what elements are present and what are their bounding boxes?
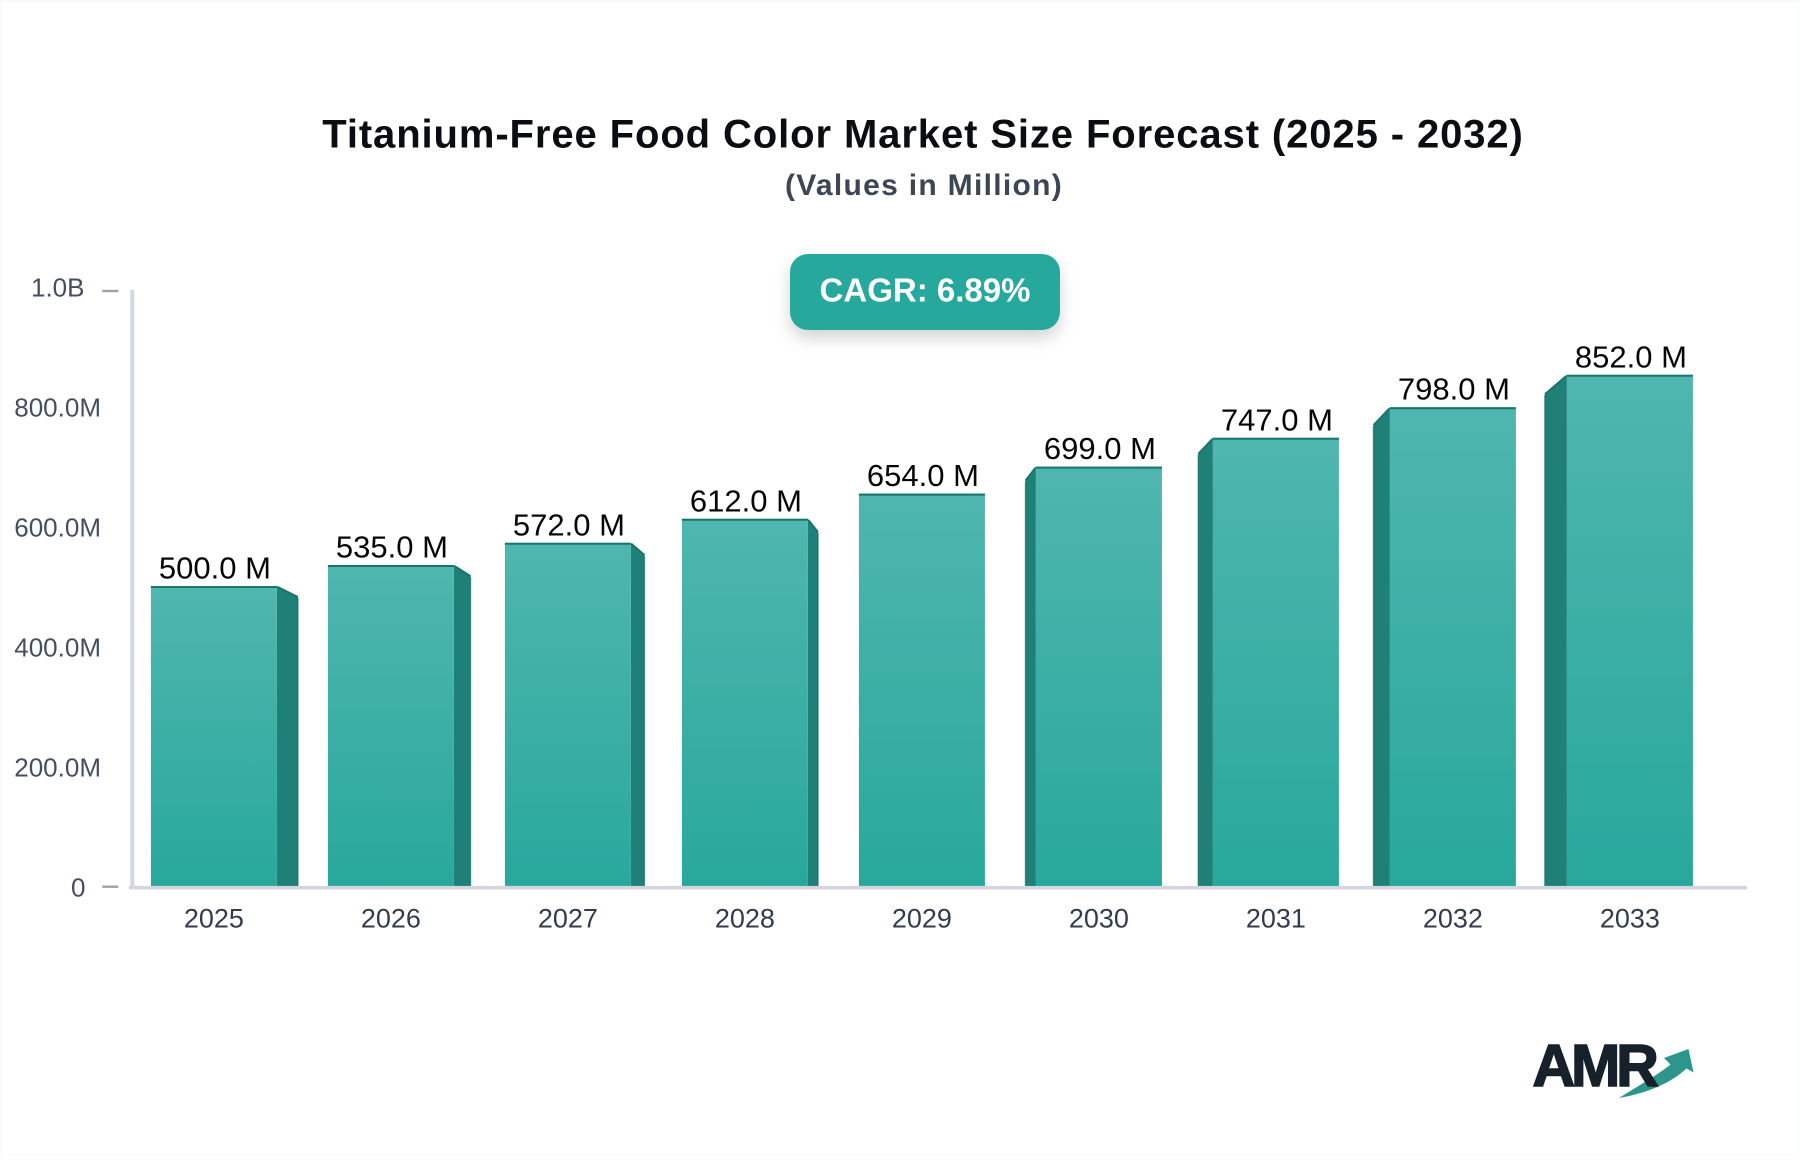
svg-text:2026: 2026	[361, 904, 421, 934]
svg-text:0: 0	[71, 873, 85, 903]
svg-text:400.0M: 400.0M	[14, 633, 101, 663]
svg-text:2028: 2028	[715, 904, 775, 934]
svg-text:852.0 M: 852.0 M	[1575, 339, 1687, 374]
svg-text:654.0 M: 654.0 M	[867, 458, 979, 493]
svg-text:AMR: AMR	[1533, 1033, 1659, 1099]
svg-text:600.0M: 600.0M	[14, 513, 101, 543]
svg-text:(Values in Million): (Values in Million)	[785, 169, 1063, 202]
svg-text:699.0 M: 699.0 M	[1044, 431, 1156, 466]
svg-text:2031: 2031	[1246, 904, 1306, 934]
svg-text:2029: 2029	[892, 904, 952, 934]
svg-text:200.0M: 200.0M	[14, 753, 101, 783]
svg-text:2025: 2025	[184, 904, 244, 934]
svg-text:747.0 M: 747.0 M	[1221, 402, 1333, 437]
svg-text:535.0 M: 535.0 M	[336, 530, 448, 565]
svg-text:798.0 M: 798.0 M	[1398, 372, 1510, 407]
svg-text:2027: 2027	[538, 904, 598, 934]
svg-text:500.0 M: 500.0 M	[159, 551, 271, 586]
svg-text:1.0B: 1.0B	[31, 273, 85, 303]
svg-text:CAGR: 6.89%: CAGR: 6.89%	[820, 272, 1031, 309]
svg-text:2032: 2032	[1423, 904, 1483, 934]
svg-text:800.0M: 800.0M	[14, 393, 101, 423]
svg-text:2030: 2030	[1069, 904, 1129, 934]
svg-text:Titanium-Free Food Color Marke: Titanium-Free Food Color Market Size For…	[322, 113, 1524, 157]
svg-text:612.0 M: 612.0 M	[690, 483, 802, 518]
svg-text:2033: 2033	[1600, 904, 1660, 934]
svg-text:572.0 M: 572.0 M	[513, 507, 625, 542]
